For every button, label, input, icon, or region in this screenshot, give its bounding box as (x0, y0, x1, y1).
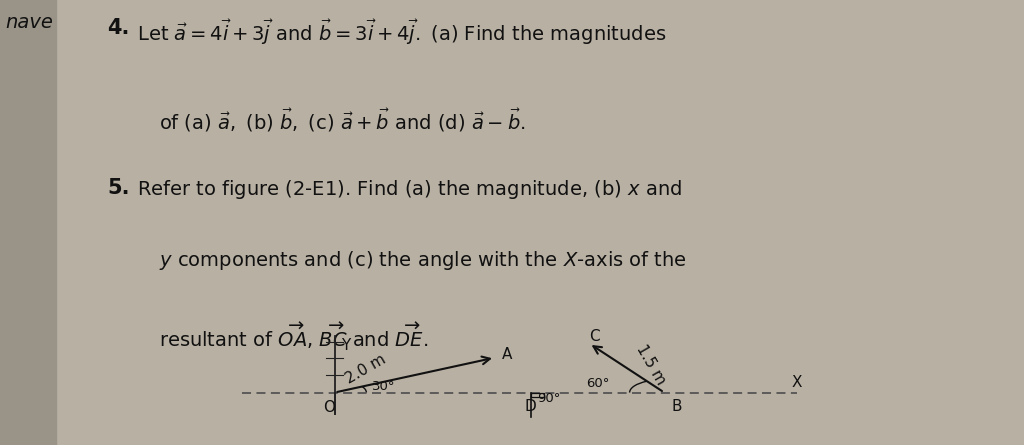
Text: B: B (672, 399, 682, 414)
Text: Let $\vec{a}=4\vec{i}+3\vec{j}$ and $\vec{b}=3\vec{i}+4\vec{j}.$ (a) Find the ma: Let $\vec{a}=4\vec{i}+3\vec{j}$ and $\ve… (131, 18, 667, 47)
Text: O: O (323, 400, 335, 415)
Text: Y: Y (341, 338, 351, 353)
Text: resultant of $\overrightarrow{OA}$, $\overrightarrow{BC}$ and $\overrightarrow{D: resultant of $\overrightarrow{OA}$, $\ov… (159, 320, 428, 351)
Text: 5.: 5. (108, 178, 130, 198)
Bar (0, 0, 56, 445)
Text: A: A (502, 347, 512, 362)
Text: 2.0 m: 2.0 m (343, 352, 389, 387)
Text: X: X (792, 376, 802, 390)
Text: $y$ components and (c) the angle with the $X$-axis of the: $y$ components and (c) the angle with th… (159, 249, 686, 272)
Text: C: C (589, 329, 600, 344)
Text: 1.5 m: 1.5 m (634, 342, 669, 388)
Text: of (a) $\vec{a},$ (b) $\vec{b},$ (c) $\vec{a}+\vec{b}$ and (d) $\vec{a}-\vec{b}.: of (a) $\vec{a},$ (b) $\vec{b},$ (c) $\v… (159, 107, 525, 134)
Text: 4.: 4. (108, 18, 130, 38)
Text: Refer to figure (2-E1). Find (a) the magnitude, (b) $x$ and: Refer to figure (2-E1). Find (a) the mag… (131, 178, 682, 201)
Text: 60°: 60° (586, 377, 609, 390)
Text: D: D (524, 399, 536, 414)
Text: 30°: 30° (372, 380, 395, 393)
Text: nave: nave (5, 13, 53, 32)
Text: 90°: 90° (537, 392, 560, 405)
